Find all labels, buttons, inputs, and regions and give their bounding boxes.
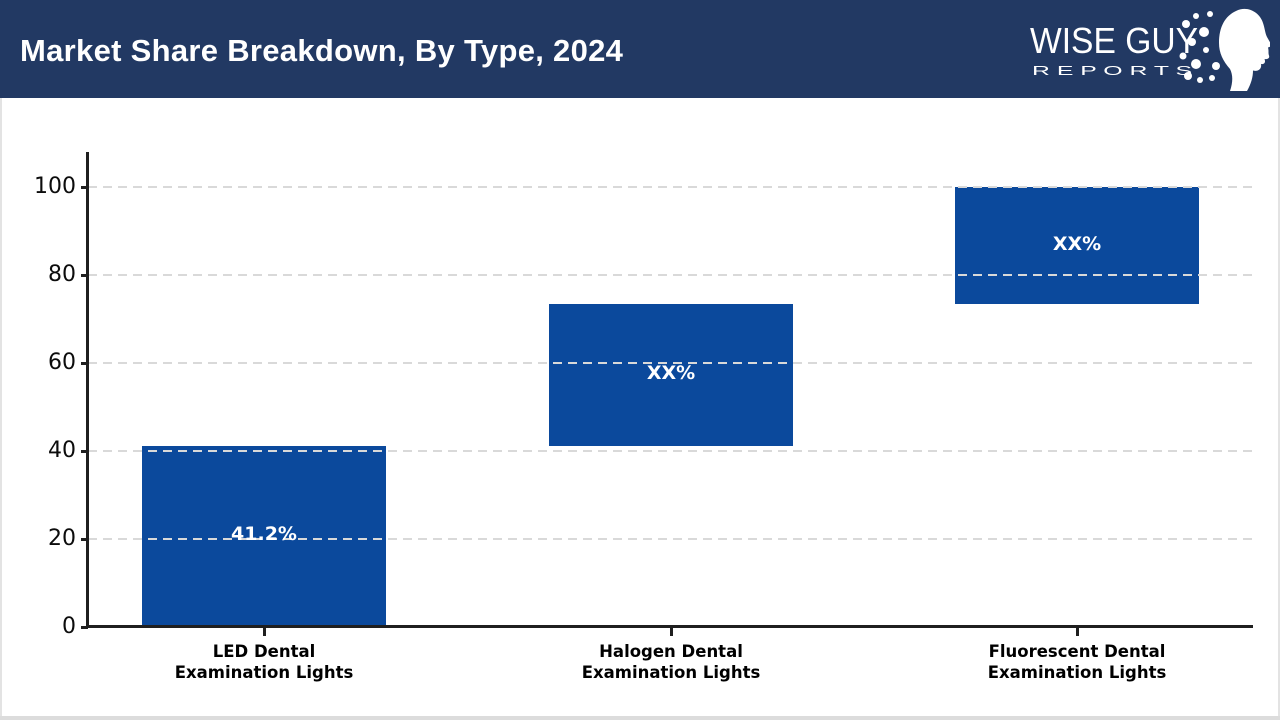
x-tick-mark-3 bbox=[1075, 628, 1079, 636]
category-label-2: Halogen Dental Examination Lights bbox=[581, 642, 761, 682]
x-axis-line bbox=[87, 625, 1253, 628]
gridline-60 bbox=[88, 362, 1253, 364]
y-tick-mark-80 bbox=[81, 273, 88, 277]
bar-value-label-3: XX% bbox=[1052, 232, 1102, 255]
bar-segment-1 bbox=[142, 445, 386, 627]
y-tick-label-40: 40 bbox=[48, 438, 76, 463]
wise-guy-reports-logo: WISE GUY R E P O R T S bbox=[1030, 8, 1270, 91]
y-tick-mark-40 bbox=[81, 449, 88, 453]
gridline-80 bbox=[88, 274, 1253, 276]
bar-value-label-1: 41.2% bbox=[231, 523, 297, 546]
gridline-100 bbox=[88, 186, 1253, 188]
y-tick-mark-0 bbox=[81, 625, 88, 629]
logo-face-icon bbox=[1219, 8, 1270, 91]
bottom-divider bbox=[0, 716, 1280, 720]
logo-reports-text: R E P O R T S bbox=[1032, 63, 1193, 78]
x-tick-mark-1 bbox=[262, 628, 266, 636]
bar-segment-2 bbox=[549, 304, 793, 446]
logo-wordmark: WISE GUY bbox=[1030, 20, 1198, 61]
gridline-20 bbox=[88, 538, 1253, 540]
y-tick-label-100: 100 bbox=[34, 174, 76, 199]
category-label-3: Fluorescent Dental Examination Lights bbox=[987, 642, 1167, 682]
header-bar: Market Share Breakdown, By Type, 2024 WI… bbox=[0, 0, 1280, 98]
y-tick-label-60: 60 bbox=[48, 350, 76, 375]
y-tick-label-0: 0 bbox=[62, 614, 76, 639]
category-label-1: LED Dental Examination Lights bbox=[174, 642, 354, 682]
bar-segment-3 bbox=[955, 187, 1199, 305]
x-tick-mark-2 bbox=[669, 628, 673, 636]
y-tick-mark-20 bbox=[81, 537, 88, 541]
bar-value-label-2: XX% bbox=[646, 362, 696, 385]
y-tick-label-80: 80 bbox=[48, 262, 76, 287]
logo-dots bbox=[1179, 11, 1220, 83]
gridline-40 bbox=[88, 450, 1253, 452]
y-tick-mark-100 bbox=[81, 185, 88, 189]
y-tick-label-20: 20 bbox=[48, 526, 76, 551]
y-axis-line bbox=[86, 152, 89, 628]
page-title: Market Share Breakdown, By Type, 2024 bbox=[20, 33, 624, 68]
y-tick-mark-60 bbox=[81, 361, 88, 365]
